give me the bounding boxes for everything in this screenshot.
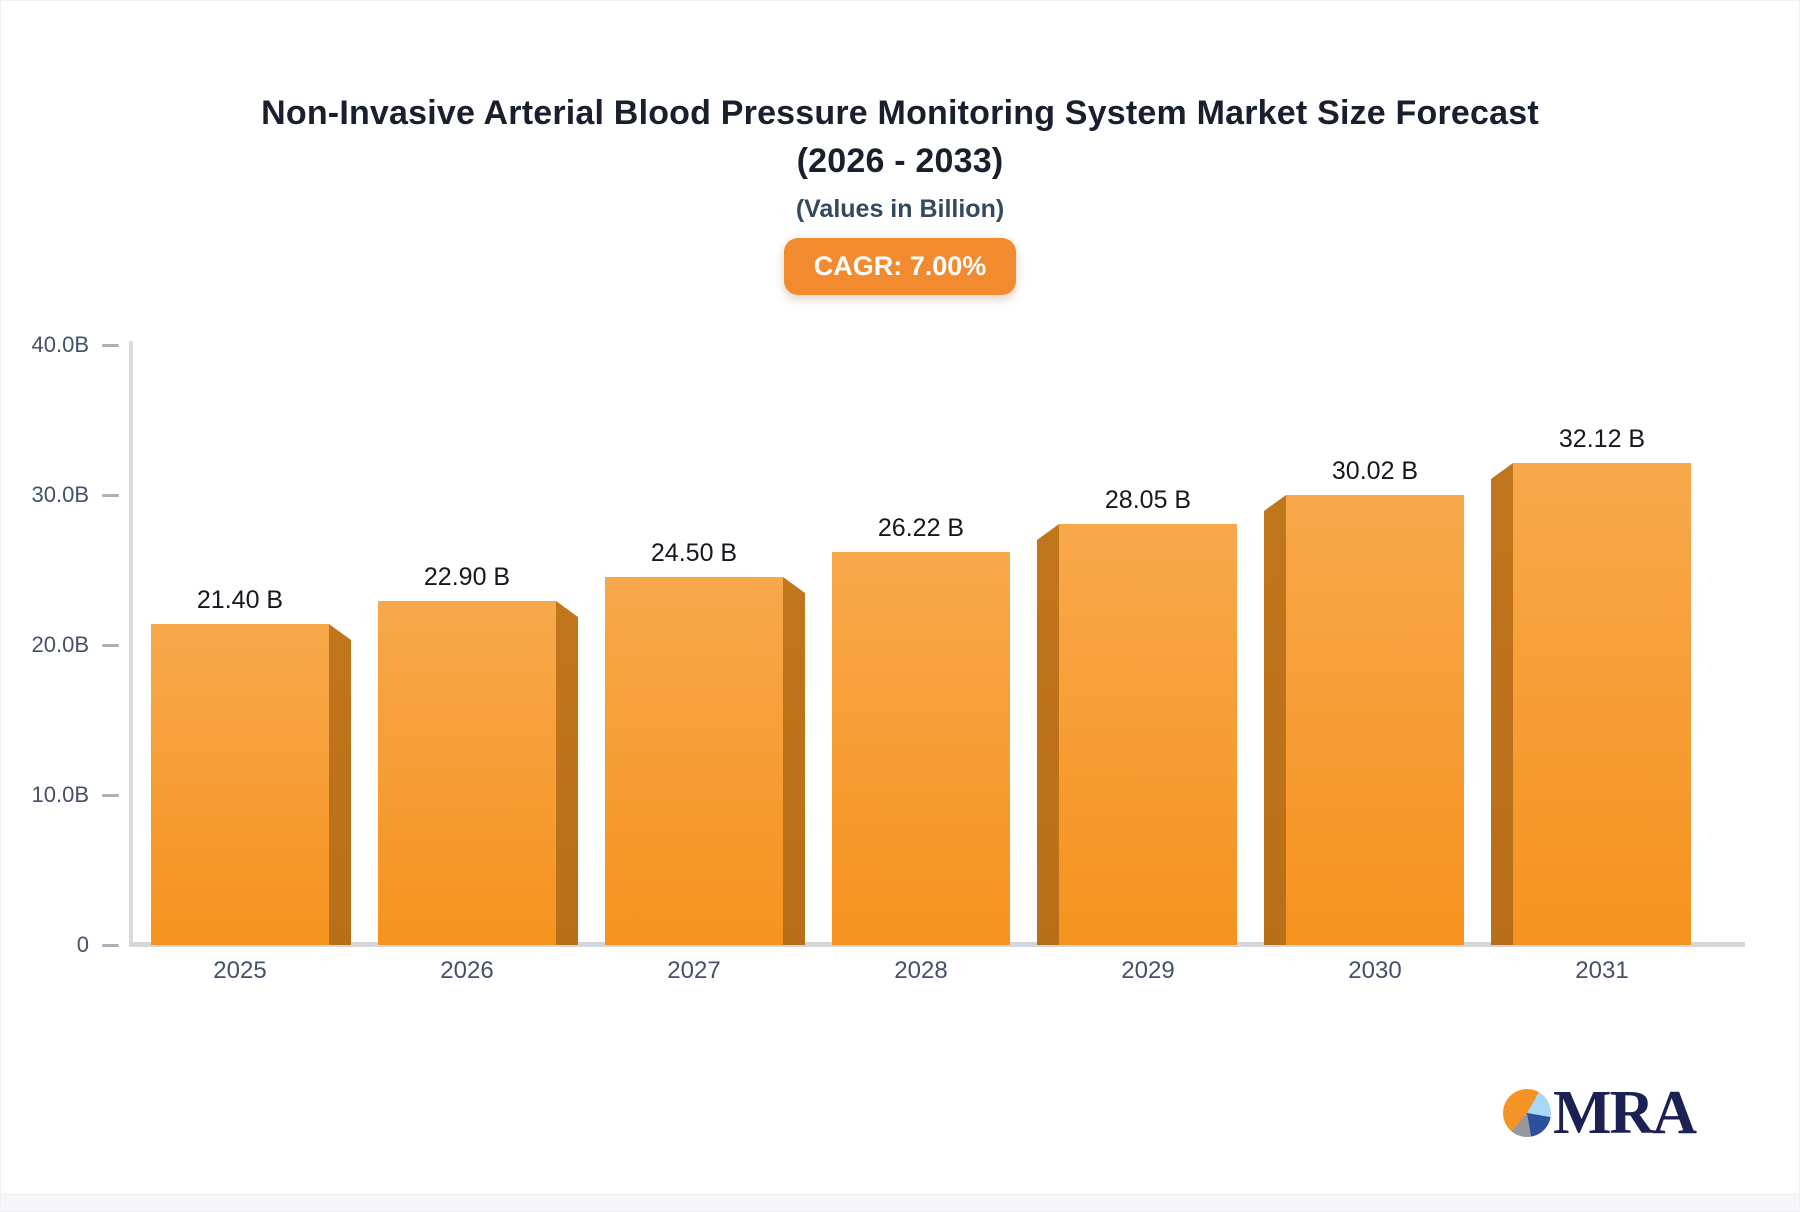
y-axis-tick-mark (102, 794, 119, 797)
mra-logo: MRA (1503, 1079, 1697, 1147)
x-axis-label: 2031 (1575, 957, 1629, 984)
bar-front-face (605, 577, 783, 945)
x-axis-label: 2028 (894, 957, 948, 984)
x-axis-label: 2026 (440, 957, 494, 984)
bar (1264, 495, 1464, 945)
y-axis-tick-label: 0 (76, 932, 89, 957)
bar-value-label: 24.50 B (650, 539, 738, 567)
bar-front-face (1286, 495, 1464, 945)
y-axis-tick-label: 10.0B (31, 782, 90, 807)
chart-title-line2: (2026 - 2033) (796, 142, 1004, 180)
y-axis-tick-label: 20.0B (31, 632, 90, 657)
bar-front-face (378, 601, 556, 945)
bar-front-face (1059, 524, 1237, 945)
y-axis-tick-mark (102, 494, 119, 497)
bar-value-label: 30.02 B (1331, 457, 1419, 485)
bar-value-label: 32.12 B (1558, 425, 1646, 453)
bar-value-label: 22.90 B (423, 563, 511, 591)
bar-value-label: 26.22 B (877, 514, 965, 542)
bar-side-face (1037, 524, 1059, 945)
y-axis-line (129, 341, 133, 945)
chart-title-line1: Non-Invasive Arterial Blood Pressure Mon… (261, 94, 1539, 132)
bar-front-face (1513, 463, 1691, 945)
chart-subtitle: (Values in Billion) (795, 195, 1005, 223)
bar-side-face (1264, 495, 1286, 945)
x-axis-label: 2027 (667, 957, 721, 984)
bar (378, 601, 578, 945)
x-axis-label: 2030 (1348, 957, 1402, 984)
bar (1491, 463, 1691, 945)
cagr-badge: CAGR: 7.00% (783, 238, 1017, 295)
footer-strip (1, 1194, 1799, 1211)
bar-front-face (151, 624, 329, 945)
bar-side-face (1491, 463, 1513, 945)
pie-chart-icon (1503, 1089, 1551, 1137)
mra-logo-text: MRA (1553, 1079, 1697, 1147)
bar-side-face (329, 624, 351, 945)
x-axis-label: 2025 (213, 957, 267, 984)
bar-value-label: 28.05 B (1104, 486, 1192, 514)
y-axis-tick-label: 40.0B (31, 332, 90, 357)
y-axis-tick-mark (102, 944, 119, 947)
bar-side-face (783, 577, 805, 945)
bar-side-face (556, 601, 578, 945)
bar (605, 577, 805, 945)
bar-value-label: 21.40 B (196, 586, 284, 614)
y-axis-tick-mark (102, 644, 119, 647)
y-axis-tick-mark (102, 344, 119, 347)
bar-front-face (832, 552, 1010, 945)
bar (832, 552, 1010, 945)
bar (151, 624, 351, 945)
bar (1037, 524, 1237, 945)
y-axis-tick-label: 30.0B (31, 482, 90, 507)
x-axis-label: 2029 (1121, 957, 1175, 984)
chart-header: Non-Invasive Arterial Blood Pressure Mon… (1, 89, 1799, 295)
